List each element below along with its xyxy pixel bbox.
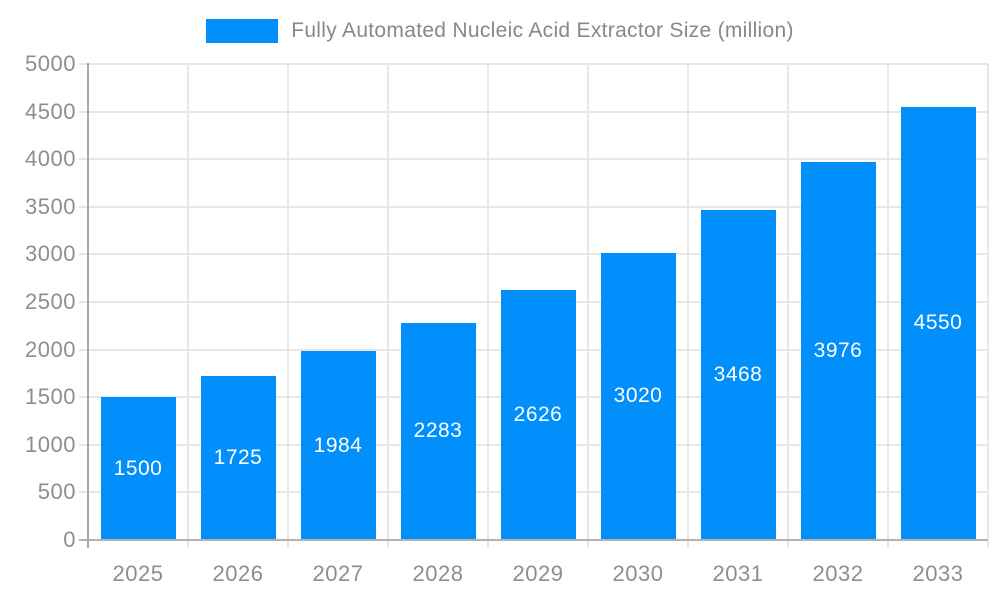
x-axis-tick-label: 2025 [112,561,164,586]
x-axis-line [79,539,988,541]
bar-2031[interactable]: 3468 [700,209,776,540]
bar-value-label: 2626 [513,403,563,426]
bar-value-label: 2283 [413,419,463,443]
bar-2025[interactable]: 1500 [100,397,176,540]
gridline-vertical [187,63,189,548]
gridline-vertical [687,63,689,548]
gridline-vertical [787,63,789,548]
gridline-vertical [487,63,489,548]
gridline-vertical [387,63,389,548]
legend-series-label: Fully Automated Nucleic Acid Extractor S… [291,19,794,42]
bar-2030[interactable]: 3020 [600,252,676,540]
bar-value-label: 1725 [213,445,263,469]
bar-2032[interactable]: 3976 [800,161,876,540]
bar-value-label: 1984 [313,433,363,457]
bar-2028[interactable]: 2283 [400,322,476,540]
gridline-horizontal [79,63,988,65]
y-axis-tick-label: 4500 [25,99,76,124]
bar-2029[interactable]: 2626 [500,290,576,540]
x-axis-tick-label: 2029 [512,561,564,586]
y-axis-tick-label: 2500 [25,289,76,314]
x-axis-tick-label: 2031 [712,561,764,586]
gridline-vertical [587,63,589,548]
y-axis-tick-label: 5000 [25,51,76,76]
x-axis-tick-label: 2033 [912,561,964,586]
x-axis-tick-label: 2027 [312,561,364,586]
gridline-vertical [287,63,289,548]
y-axis-tick-label: 1000 [25,432,76,457]
x-axis-tick-label: 2028 [412,561,464,586]
x-axis-tick-label: 2032 [812,561,864,586]
y-axis-line [87,63,89,548]
bar-2026[interactable]: 1725 [200,375,276,540]
y-axis-tick-label: 4000 [25,146,76,171]
bar-value-label: 3020 [613,384,663,408]
y-axis-tick-label: 1500 [25,384,76,409]
legend[interactable]: Fully Automated Nucleic Acid Extractor S… [0,18,1000,44]
gridline-vertical [987,63,989,548]
gridline-horizontal [79,253,988,255]
y-axis-tick-label: 0 [63,527,76,552]
x-axis-tick-label: 2026 [212,561,264,586]
y-axis-tick-label: 3500 [25,194,76,219]
gridline-vertical [887,63,889,548]
bar-value-label: 3468 [713,362,763,386]
bar-2033[interactable]: 4550 [900,106,976,540]
bar-2027[interactable]: 1984 [300,351,376,540]
y-axis-tick-label: 2000 [25,337,76,362]
bar-value-label: 1500 [113,456,163,480]
gridline-horizontal [79,206,988,208]
gridline-horizontal [79,111,988,113]
bar-value-label: 3976 [813,338,863,362]
gridline-horizontal [79,158,988,160]
x-axis-tick-label: 2030 [612,561,664,586]
y-axis-tick-label: 500 [37,479,76,504]
y-axis-tick-label: 3000 [25,241,76,266]
bar-value-label: 4550 [913,311,963,335]
legend-marker [206,19,279,43]
